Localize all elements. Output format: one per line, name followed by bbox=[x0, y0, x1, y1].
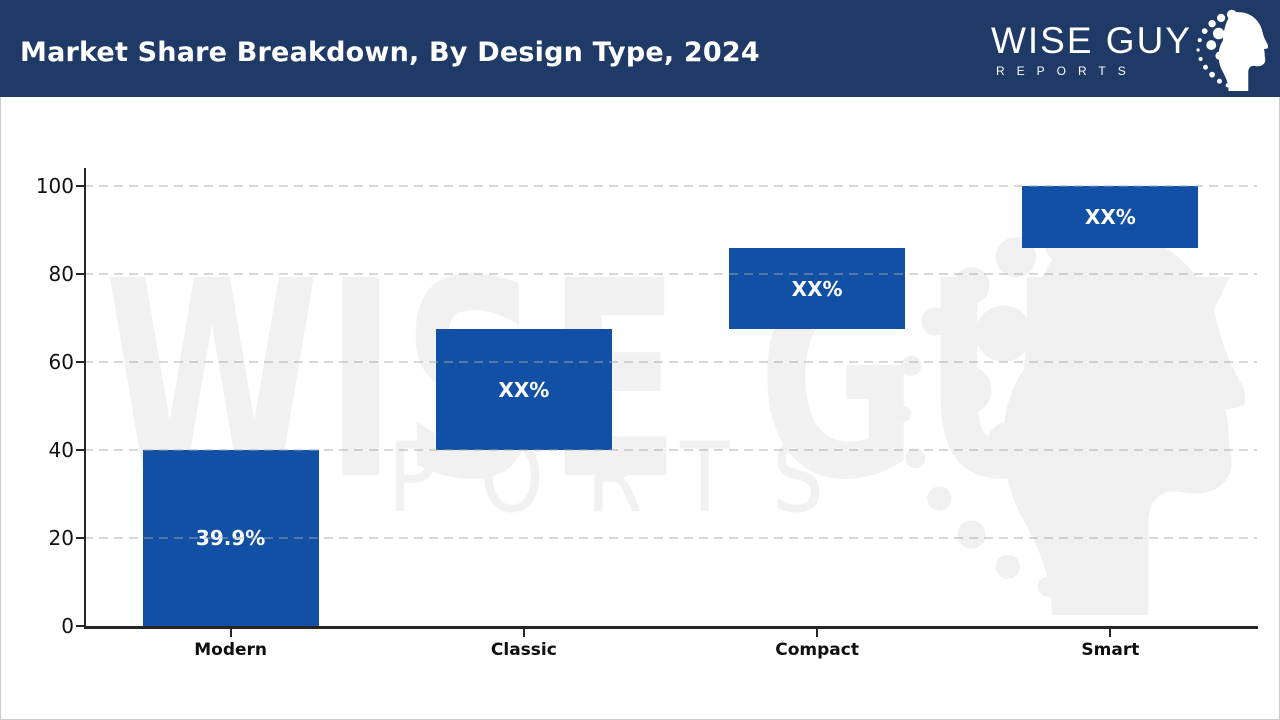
bar: 39.9% bbox=[142, 450, 319, 626]
y-tick-label: 20 bbox=[48, 526, 74, 550]
brand-wordmark: WISE GUY bbox=[990, 20, 1192, 62]
y-tick-mark bbox=[76, 273, 84, 275]
watermark-face-icon bbox=[878, 213, 1250, 615]
header-bar: Market Share Breakdown, By Design Type, … bbox=[0, 0, 1280, 97]
bar-label: XX% bbox=[1084, 204, 1136, 229]
x-axis-label: Modern bbox=[194, 640, 268, 660]
y-tick-label: 100 bbox=[35, 174, 74, 198]
bar-label: XX% bbox=[498, 377, 550, 402]
x-axis-line bbox=[84, 626, 1258, 629]
y-tick-mark bbox=[76, 449, 84, 451]
brand-subtitle: REPORTS bbox=[995, 63, 1138, 78]
brand-text: WISE GUY REPORTS bbox=[990, 20, 1192, 78]
bar: XX% bbox=[1022, 186, 1199, 248]
x-tick-mark bbox=[229, 629, 232, 637]
y-tick-label: 40 bbox=[48, 438, 74, 462]
y-tick-label: 60 bbox=[48, 350, 74, 374]
x-axis-label: Compact bbox=[775, 640, 859, 660]
bar: XX% bbox=[435, 329, 612, 451]
bar-label: XX% bbox=[791, 276, 843, 301]
y-tick-label: 0 bbox=[61, 614, 74, 638]
bar-label: 39.9% bbox=[195, 526, 266, 551]
x-tick-mark bbox=[1109, 629, 1112, 637]
brand-logo: WISE GUY REPORTS bbox=[991, 6, 1268, 94]
wiseguy-face-icon bbox=[1194, 8, 1268, 92]
x-axis-label: Classic bbox=[490, 640, 557, 660]
y-axis-line bbox=[84, 168, 86, 628]
y-tick-mark bbox=[76, 537, 84, 539]
y-tick-mark bbox=[76, 625, 84, 627]
bar: XX% bbox=[729, 247, 906, 330]
y-tick-mark bbox=[76, 361, 84, 363]
x-axis-label: Smart bbox=[1081, 640, 1140, 660]
x-tick-mark bbox=[816, 629, 819, 637]
y-tick-label: 80 bbox=[48, 262, 74, 286]
x-tick-mark bbox=[522, 629, 525, 637]
left-border bbox=[0, 97, 1, 720]
y-tick-mark bbox=[76, 185, 84, 187]
chart-title: Market Share Breakdown, By Design Type, … bbox=[20, 37, 760, 68]
